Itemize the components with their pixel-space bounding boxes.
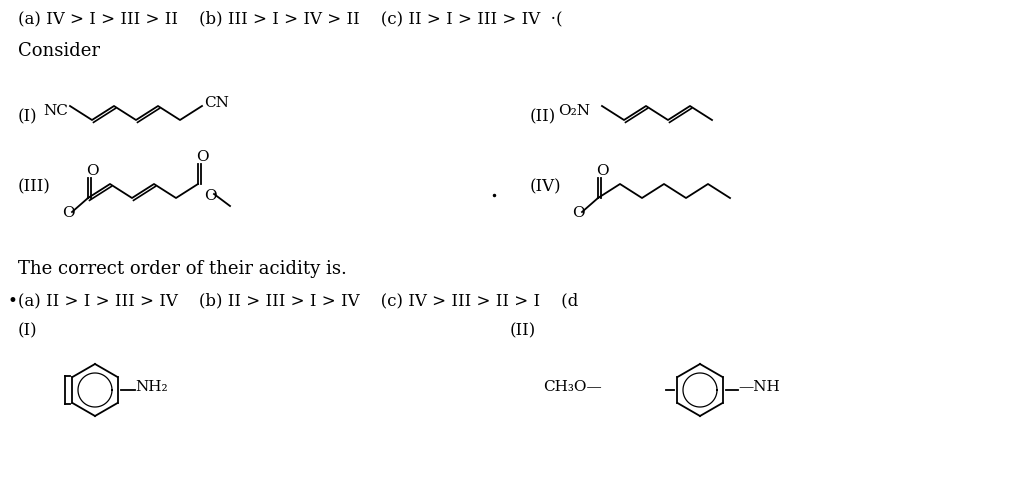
Text: O₂N: O₂N [558,104,590,118]
Text: O: O [86,164,98,178]
Text: (a) IV > I > III > II    (b) III > I > IV > II    (c) II > I > III > IV  ·(: (a) IV > I > III > II (b) III > I > IV >… [18,10,562,27]
Text: O: O [572,206,585,220]
Text: O: O [204,189,217,203]
Text: (I): (I) [18,322,38,339]
Text: NC: NC [43,104,68,118]
Text: The correct order of their acidity is.: The correct order of their acidity is. [18,260,347,278]
Text: (II): (II) [510,322,537,339]
Text: O: O [62,206,75,220]
Text: (III): (III) [18,178,51,195]
Text: (IV): (IV) [530,178,561,195]
Text: (I): (I) [18,108,38,125]
Text: Consider: Consider [18,42,100,60]
Text: O: O [196,150,209,164]
Text: CH₃O—: CH₃O— [543,380,602,394]
Text: —NH: —NH [738,380,779,394]
Text: NH₂: NH₂ [135,380,168,394]
Text: O: O [596,164,608,178]
Text: (II): (II) [530,108,556,125]
Text: CN: CN [204,96,229,110]
Text: •(a) II > I > III > IV    (b) II > III > I > IV    (c) IV > III > II > I    (d: •(a) II > I > III > IV (b) II > III > I … [8,292,579,309]
